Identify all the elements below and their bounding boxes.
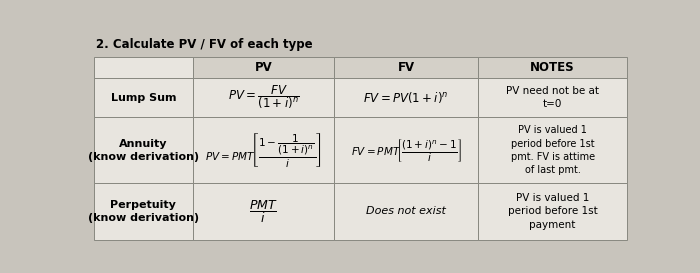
Bar	[193, 117, 334, 183]
Bar	[334, 183, 478, 240]
Bar	[478, 57, 627, 78]
Text: NOTES: NOTES	[531, 61, 575, 74]
Bar	[193, 57, 334, 78]
Bar	[94, 57, 193, 78]
Text: Annuity
(know derivation): Annuity (know derivation)	[88, 139, 199, 162]
Text: $\dfrac{PMT}{i}$: $\dfrac{PMT}{i}$	[249, 198, 278, 225]
Text: $PV = \dfrac{FV}{(1 + i)^{n}}$: $PV = \dfrac{FV}{(1 + i)^{n}}$	[228, 84, 299, 111]
Text: $PV = PMT\!\left[\dfrac{1 - \dfrac{1}{(1+i)^{n}}}{i}\right]$: $PV = PMT\!\left[\dfrac{1 - \dfrac{1}{(1…	[205, 131, 321, 169]
Text: Perpetuity
(know derivation): Perpetuity (know derivation)	[88, 200, 199, 223]
Bar	[94, 183, 193, 240]
Text: PV: PV	[255, 61, 272, 74]
Text: Does not exist: Does not exist	[366, 206, 446, 216]
Bar	[94, 78, 193, 117]
Text: $FV = PMT\!\left[\dfrac{(1 + i)^{n} - 1}{i}\right]$: $FV = PMT\!\left[\dfrac{(1 + i)^{n} - 1}…	[351, 137, 461, 164]
Bar	[334, 57, 478, 78]
Bar	[334, 78, 478, 117]
Bar	[94, 117, 193, 183]
Text: PV need not be at
t=0: PV need not be at t=0	[506, 86, 599, 109]
Text: $FV = PV(1 + i)^{n}$: $FV = PV(1 + i)^{n}$	[363, 90, 449, 105]
Text: PV is valued 1
period before 1st
pmt. FV is attime
of last pmt.: PV is valued 1 period before 1st pmt. FV…	[510, 125, 595, 175]
Text: Lump Sum: Lump Sum	[111, 93, 176, 103]
Bar	[478, 117, 627, 183]
Text: 2. Calculate PV / FV of each type: 2. Calculate PV / FV of each type	[96, 38, 312, 51]
Bar	[478, 183, 627, 240]
Text: FV: FV	[398, 61, 414, 74]
Text: PV is valued 1
period before 1st
payment: PV is valued 1 period before 1st payment	[508, 193, 598, 230]
Bar	[478, 78, 627, 117]
Bar	[193, 78, 334, 117]
Bar	[193, 183, 334, 240]
Bar	[334, 117, 478, 183]
